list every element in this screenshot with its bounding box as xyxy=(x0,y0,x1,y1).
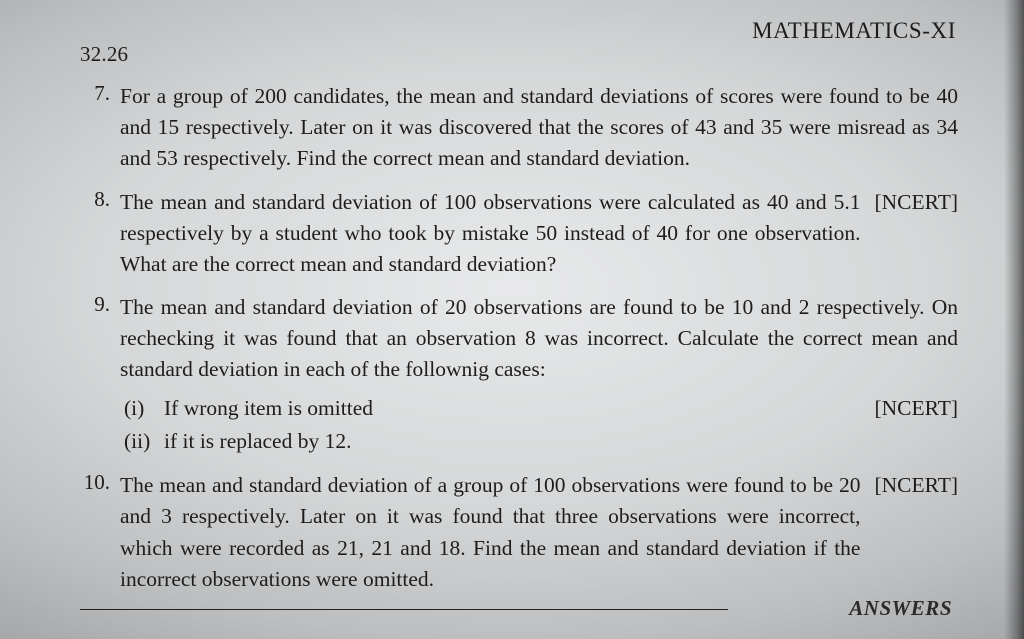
question-10: 10. The mean and standard deviation of a… xyxy=(80,470,958,595)
question-9: 9. The mean and standard deviation of 20… xyxy=(80,292,958,458)
question-list: 7. For a group of 200 candidates, the me… xyxy=(80,81,958,595)
question-text: The mean and standard deviation of 100 o… xyxy=(120,187,860,281)
answers-heading: ANSWERS xyxy=(80,596,958,621)
source-tag: [NCERT] xyxy=(860,470,958,501)
question-body: The mean and standard deviation of 20 ob… xyxy=(120,292,958,458)
question-8: 8. The mean and standard deviation of 10… xyxy=(80,187,958,281)
question-body: The mean and standard deviation of 100 o… xyxy=(120,187,958,281)
source-tag: [NCERT] xyxy=(860,392,958,425)
page-edge-shadow xyxy=(1004,0,1024,639)
question-text: The mean and standard deviation of 20 ob… xyxy=(120,295,958,381)
page-header: 32.26 MATHEMATICS-XI xyxy=(80,18,958,67)
question-body: The mean and standard deviation of a gro… xyxy=(120,470,958,595)
book-label: MATHEMATICS-XI xyxy=(752,18,958,44)
question-7: 7. For a group of 200 candidates, the me… xyxy=(80,81,958,175)
question-text: The mean and standard deviation of a gro… xyxy=(120,470,860,595)
question-number: 9. xyxy=(80,292,120,458)
question-number: 8. xyxy=(80,187,120,281)
sub-question-list: (i) If wrong item is omitted [NCERT] (ii… xyxy=(120,392,958,459)
sub-text: if it is replaced by 12. xyxy=(164,425,958,458)
section-number: 32.26 xyxy=(80,18,128,67)
question-number: 10. xyxy=(80,470,120,595)
page-region: 32.26 MATHEMATICS-XI 7. For a group of 2… xyxy=(36,6,1002,639)
source-tag: [NCERT] xyxy=(860,187,958,218)
question-number: 7. xyxy=(80,81,120,175)
sub-question-ii: (ii) if it is replaced by 12. xyxy=(120,425,958,458)
question-body: For a group of 200 candidates, the mean … xyxy=(120,81,958,175)
sub-question-i: (i) If wrong item is omitted [NCERT] xyxy=(120,392,958,425)
sub-number: (i) xyxy=(120,392,164,425)
sub-text: If wrong item is omitted xyxy=(164,392,373,425)
sub-number: (ii) xyxy=(120,425,164,458)
